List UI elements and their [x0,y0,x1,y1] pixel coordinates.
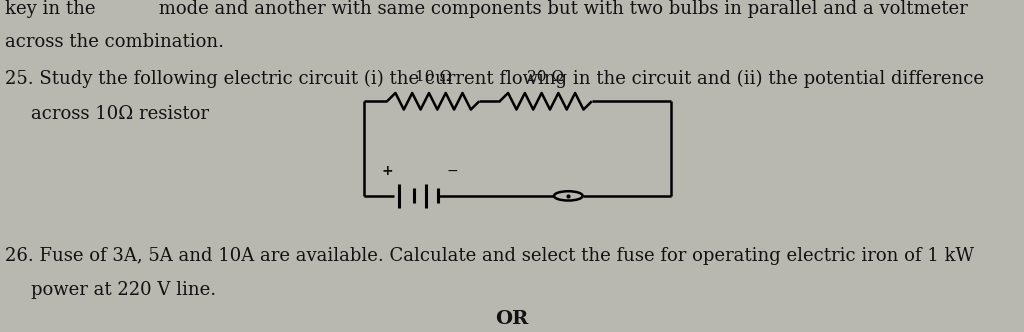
Text: 20 Ω: 20 Ω [527,70,564,84]
Text: 25. Study the following electric circuit (i) the current flowing in the circuit : 25. Study the following electric circuit… [5,70,984,88]
Text: +: + [381,164,393,178]
Text: power at 220 V line.: power at 220 V line. [31,281,216,298]
Text: across 10Ω resistor: across 10Ω resistor [31,105,209,123]
Text: across the combination.: across the combination. [5,33,224,51]
Text: OR: OR [496,310,528,328]
Text: key in the           mode and another with same components but with two bulbs in: key in the mode and another with same co… [5,0,968,18]
Text: 10 Ω: 10 Ω [415,70,452,84]
Text: 26. Fuse of 3A, 5A and 10A are available. Calculate and select the fuse for oper: 26. Fuse of 3A, 5A and 10A are available… [5,247,974,265]
Text: −: − [446,164,458,178]
